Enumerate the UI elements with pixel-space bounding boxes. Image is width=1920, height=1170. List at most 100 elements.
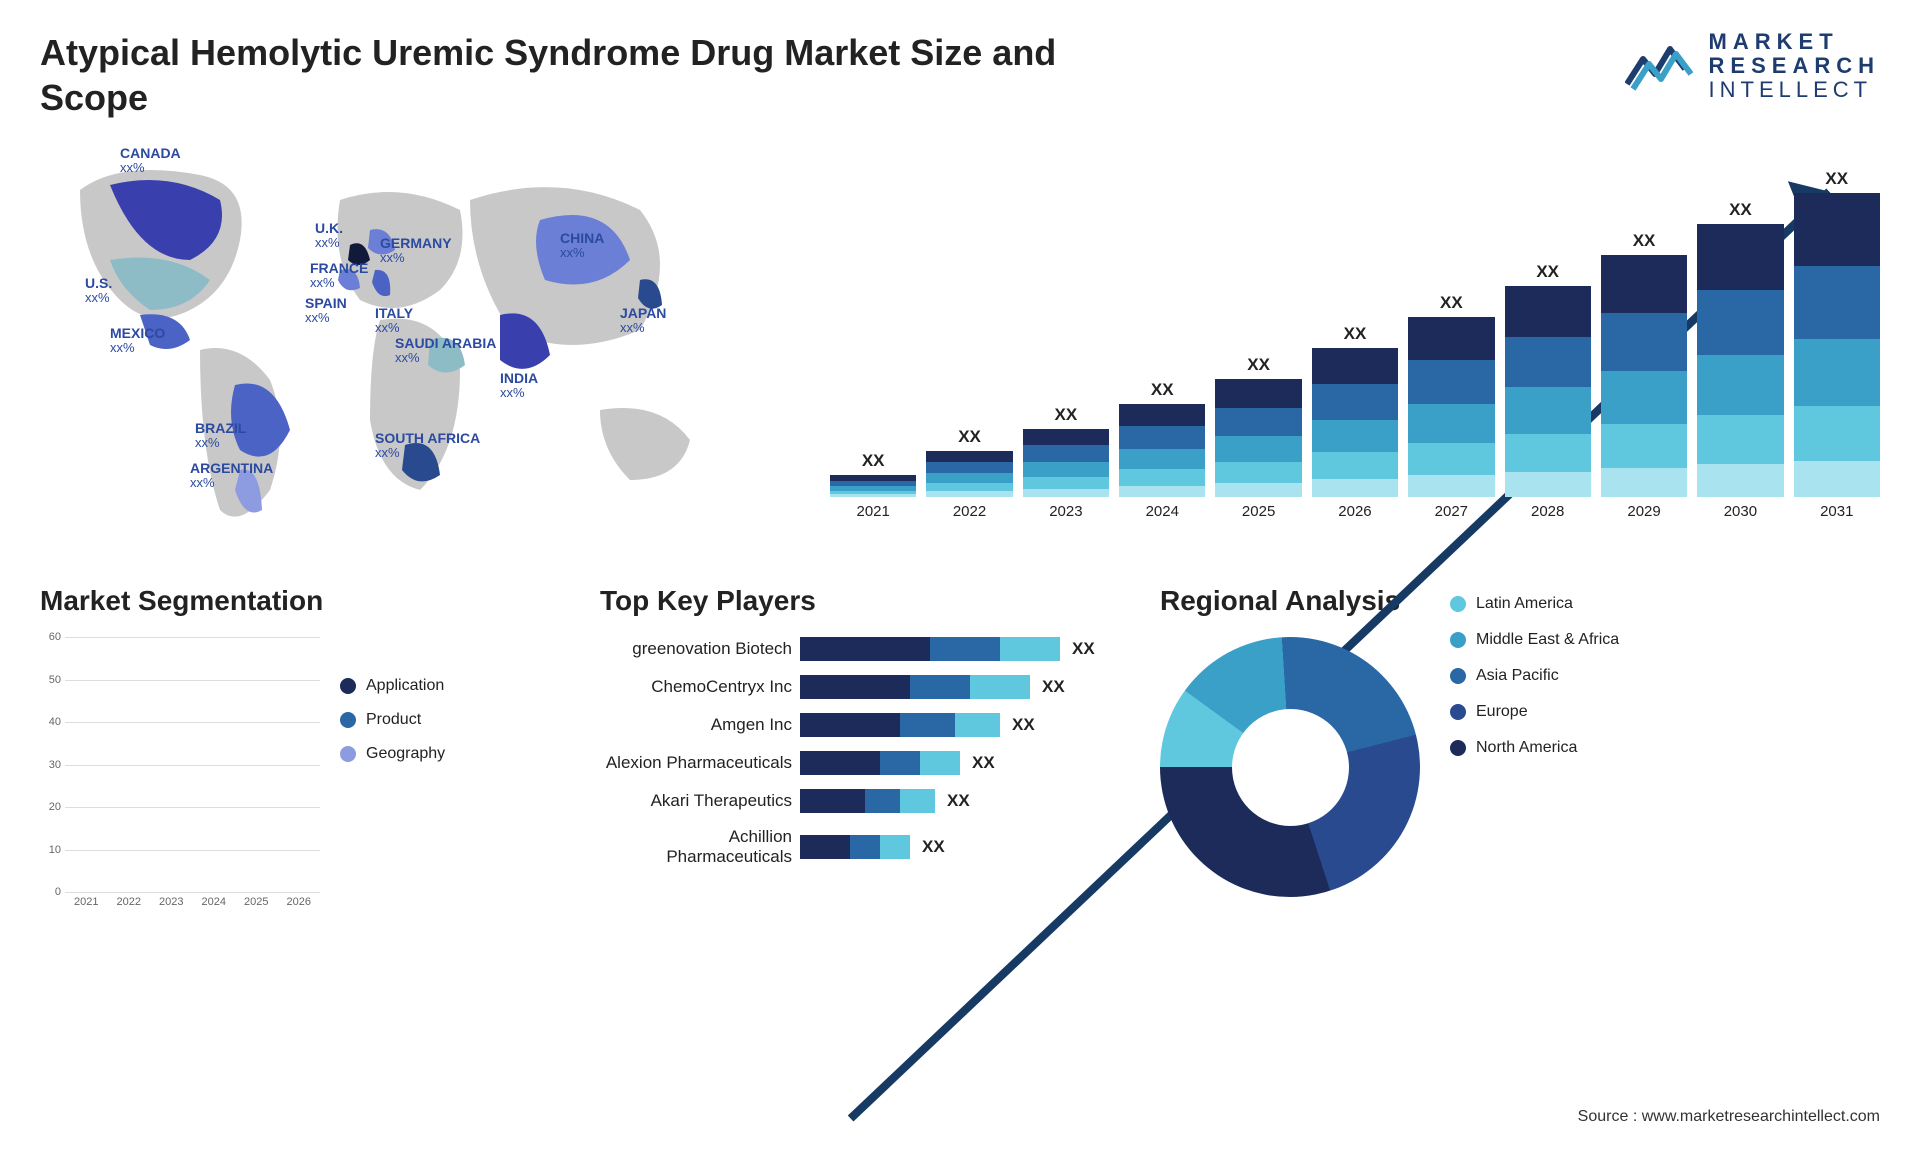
legend-label: Europe — [1476, 703, 1528, 721]
player-value: XX — [1012, 715, 1035, 735]
growth-value-label: XX — [1440, 293, 1463, 313]
page-title: Atypical Hemolytic Uremic Syndrome Drug … — [40, 30, 1090, 120]
y-tick: 20 — [49, 801, 61, 813]
country-label: CANADAxx% — [120, 145, 181, 176]
player-value: XX — [922, 837, 945, 857]
player-name: ChemoCentryx Inc — [600, 677, 800, 697]
legend-item: Application — [340, 677, 445, 695]
regional-donut-chart — [1160, 637, 1420, 897]
growth-value-label: XX — [1344, 324, 1367, 344]
country-label: SAUDI ARABIAxx% — [395, 335, 496, 366]
growth-value-label: XX — [1633, 231, 1656, 251]
growth-year-label: 2024 — [1146, 503, 1179, 520]
country-label: ITALYxx% — [375, 305, 413, 336]
growth-value-label: XX — [862, 451, 885, 471]
key-players-title: Top Key Players — [600, 585, 1120, 617]
regional-title: Regional Analysis — [1160, 585, 1420, 617]
growth-chart-panel: XX2021XX2022XX2023XX2024XX2025XX2026XX20… — [800, 130, 1880, 550]
growth-year-label: 2021 — [856, 503, 889, 520]
legend-item: Asia Pacific — [1450, 667, 1619, 685]
logo-line2: RESEARCH — [1709, 54, 1880, 78]
y-tick: 50 — [49, 674, 61, 686]
regional-panel: Regional Analysis Latin America Middle Ea… — [1160, 585, 1880, 965]
growth-bar: XX2023 — [1023, 405, 1109, 520]
seg-year-label: 2024 — [193, 892, 236, 917]
growth-bar: XX 2021 — [830, 451, 916, 520]
player-name: greenovation Biotech — [600, 639, 800, 659]
country-label: ARGENTINAxx% — [190, 460, 273, 491]
player-bar — [800, 637, 1060, 661]
growth-bar: XX2024 — [1119, 380, 1205, 520]
legend-item: Latin America — [1450, 595, 1619, 613]
player-name: Amgen Inc — [600, 715, 800, 735]
growth-year-label: 2025 — [1242, 503, 1275, 520]
legend-item: Middle East & Africa — [1450, 631, 1619, 649]
source-attribution: Source : www.marketresearchintellect.com — [1578, 1108, 1880, 1126]
player-value: XX — [1042, 677, 1065, 697]
seg-year-label: 2026 — [278, 892, 321, 917]
country-label: U.K.xx% — [315, 220, 343, 251]
player-bar — [800, 713, 1000, 737]
seg-year-label: 2022 — [108, 892, 151, 917]
growth-value-label: XX — [1055, 405, 1078, 425]
player-value: XX — [947, 791, 970, 811]
country-label: CHINAxx% — [560, 230, 604, 261]
country-label: MEXICOxx% — [110, 325, 165, 356]
legend-label: North America — [1476, 739, 1577, 757]
world-map-panel: CANADAxx% U.S.xx% MEXICOxx% BRAZILxx% ARGENT… — [40, 130, 760, 550]
legend-swatch-icon — [1450, 668, 1466, 684]
growth-bar: XX2030 — [1697, 200, 1783, 520]
player-bar — [800, 789, 935, 813]
y-tick: 30 — [49, 759, 61, 771]
legend-item: Product — [340, 711, 445, 729]
growth-bar: XX2026 — [1312, 324, 1398, 520]
player-row: Akari Therapeutics XX — [600, 789, 1120, 813]
growth-year-label: 2028 — [1531, 503, 1564, 520]
player-row: ChemoCentryx Inc XX — [600, 675, 1120, 699]
country-label: BRAZILxx% — [195, 420, 246, 451]
brand-logo: MARKET RESEARCH INTELLECT — [1625, 30, 1880, 103]
growth-value-label: XX — [958, 427, 981, 447]
player-value: XX — [972, 753, 995, 773]
legend-label: Middle East & Africa — [1476, 631, 1619, 649]
growth-value-label: XX — [1536, 262, 1559, 282]
key-players-panel: Top Key Players greenovation BiotechXXCh… — [600, 585, 1120, 965]
segmentation-title: Market Segmentation — [40, 585, 560, 617]
growth-year-label: 2022 — [953, 503, 986, 520]
player-row: Achillion Pharmaceuticals XX — [600, 827, 1120, 867]
growth-bar: XX 2027 — [1408, 293, 1494, 520]
y-tick: 0 — [55, 886, 61, 898]
legend-swatch-icon — [340, 746, 356, 762]
legend-item: Europe — [1450, 703, 1619, 721]
player-bar — [800, 751, 960, 775]
legend-swatch-icon — [1450, 632, 1466, 648]
country-label: GERMANYxx% — [380, 235, 452, 266]
legend-swatch-icon — [1450, 740, 1466, 756]
player-name: Akari Therapeutics — [600, 791, 800, 811]
legend-swatch-icon — [1450, 596, 1466, 612]
growth-year-label: 2030 — [1724, 503, 1757, 520]
player-name: Achillion Pharmaceuticals — [600, 827, 800, 867]
growth-value-label: XX — [1825, 169, 1848, 189]
growth-bar: XX 2029 — [1601, 231, 1687, 520]
growth-bar: XX2031 — [1794, 169, 1880, 520]
country-label: U.S.xx% — [85, 275, 112, 306]
legend-item: Geography — [340, 745, 445, 763]
segmentation-chart: 0102030405060 202120222023202420252026 — [40, 637, 320, 917]
country-label: JAPANxx% — [620, 305, 666, 336]
player-row: Amgen Inc XX — [600, 713, 1120, 737]
player-name: Alexion Pharmaceuticals — [600, 753, 800, 773]
country-label: SOUTH AFRICAxx% — [375, 430, 480, 461]
y-tick: 10 — [49, 844, 61, 856]
logo-mark-icon — [1625, 39, 1695, 94]
player-row: Alexion Pharmaceuticals XX — [600, 751, 1120, 775]
growth-bar: XX2025 — [1215, 355, 1301, 520]
growth-year-label: 2029 — [1627, 503, 1660, 520]
growth-year-label: 2027 — [1435, 503, 1468, 520]
country-label: SPAINxx% — [305, 295, 347, 326]
y-tick: 60 — [49, 631, 61, 643]
logo-line3: INTELLECT — [1709, 78, 1880, 102]
segmentation-panel: Market Segmentation 0102030405060 202120… — [40, 585, 560, 965]
player-value: XX — [1072, 639, 1095, 659]
legend-label: Product — [366, 711, 421, 729]
